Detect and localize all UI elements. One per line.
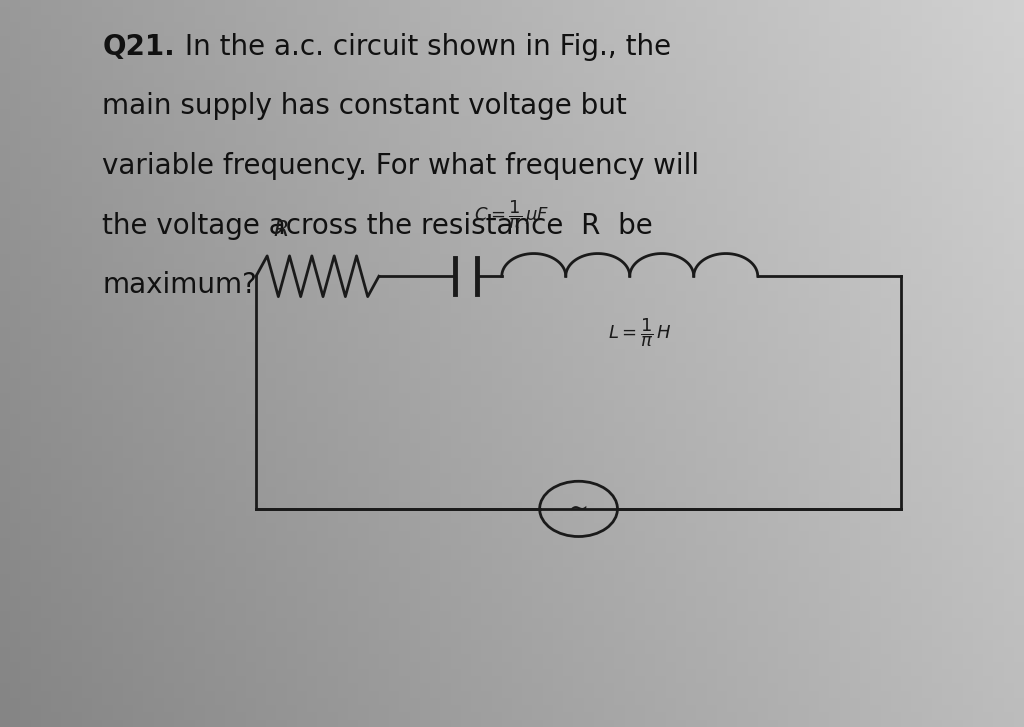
Text: In the a.c. circuit shown in Fig., the: In the a.c. circuit shown in Fig., the	[176, 33, 672, 61]
Text: maximum?: maximum?	[102, 271, 257, 300]
Text: $C=\dfrac{1}{\pi}\,\mu F$: $C=\dfrac{1}{\pi}\,\mu F$	[474, 198, 550, 231]
Text: R: R	[273, 220, 290, 240]
Text: main supply has constant voltage but: main supply has constant voltage but	[102, 92, 627, 121]
Text: Q21.: Q21.	[102, 33, 175, 61]
Text: the voltage across the resistance  R  be: the voltage across the resistance R be	[102, 212, 653, 240]
Text: variable frequency. For what frequency will: variable frequency. For what frequency w…	[102, 152, 699, 180]
Text: ~: ~	[568, 497, 589, 521]
Text: $L=\dfrac{1}{\pi}\,H$: $L=\dfrac{1}{\pi}\,H$	[608, 316, 672, 349]
